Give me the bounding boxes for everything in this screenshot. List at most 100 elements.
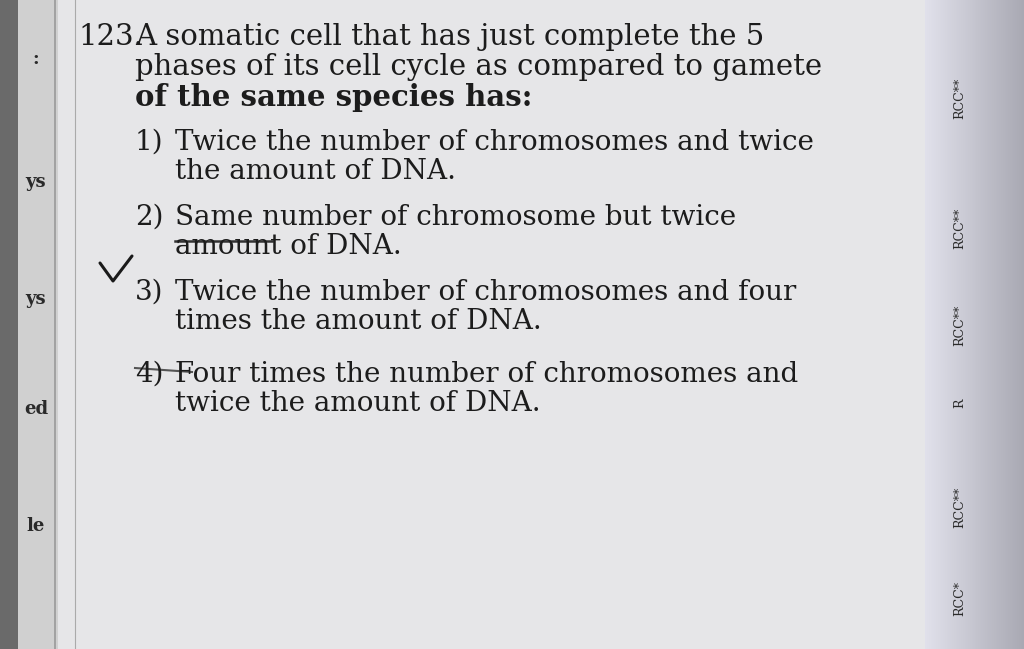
Bar <box>264 0 269 649</box>
Bar <box>611 0 617 649</box>
Bar <box>508 0 513 649</box>
Text: Same number of chromosome but twice: Same number of chromosome but twice <box>175 204 736 231</box>
Bar <box>355 0 360 649</box>
Bar <box>851 0 856 649</box>
Bar <box>974 0 976 649</box>
Bar <box>168 0 173 649</box>
Bar <box>290 0 295 649</box>
Bar <box>956 0 958 649</box>
Bar <box>681 0 687 649</box>
Bar <box>325 0 330 649</box>
Text: ed: ed <box>24 400 48 418</box>
Bar <box>516 0 521 649</box>
Bar <box>768 0 774 649</box>
Bar <box>364 0 370 649</box>
Text: RCC**: RCC** <box>953 208 967 249</box>
Text: the amount of DNA.: the amount of DNA. <box>175 158 456 185</box>
Text: times the amount of DNA.: times the amount of DNA. <box>175 308 542 335</box>
Bar <box>764 0 769 649</box>
Bar <box>112 0 117 649</box>
Bar <box>403 0 409 649</box>
Bar <box>916 0 922 649</box>
Bar <box>725 0 730 649</box>
Bar <box>524 0 530 649</box>
Bar <box>646 0 652 649</box>
Bar <box>971 0 973 649</box>
Bar <box>247 0 252 649</box>
Bar <box>721 0 726 649</box>
Bar <box>629 0 635 649</box>
Bar <box>137 0 143 649</box>
Text: R: R <box>953 398 967 408</box>
Bar <box>1002 0 1005 649</box>
Bar <box>944 0 946 649</box>
Bar <box>220 0 225 649</box>
Text: Four times the number of chromosomes and: Four times the number of chromosomes and <box>175 361 799 388</box>
Bar <box>520 0 525 649</box>
Bar <box>954 0 956 649</box>
Bar <box>377 0 382 649</box>
Bar <box>1016 0 1018 649</box>
Bar <box>386 0 391 649</box>
Bar <box>976 0 978 649</box>
Bar <box>102 0 109 649</box>
Bar <box>259 0 265 649</box>
Bar <box>268 0 273 649</box>
Bar <box>847 0 852 649</box>
Bar <box>421 0 426 649</box>
Bar <box>638 0 643 649</box>
Text: le: le <box>27 517 45 535</box>
Bar <box>398 0 404 649</box>
Bar <box>843 0 848 649</box>
Text: Twice the number of chromosomes and twice: Twice the number of chromosomes and twic… <box>175 129 814 156</box>
Bar <box>456 0 461 649</box>
Bar <box>868 0 873 649</box>
Bar <box>555 0 560 649</box>
Bar <box>495 0 500 649</box>
Bar <box>964 0 966 649</box>
Bar <box>962 0 964 649</box>
Bar <box>1012 0 1014 649</box>
Bar <box>185 0 190 649</box>
Bar <box>94 0 99 649</box>
Bar <box>282 0 287 649</box>
Bar <box>947 0 949 649</box>
Bar <box>941 0 943 649</box>
Bar <box>551 0 556 649</box>
Bar <box>996 0 998 649</box>
Bar <box>977 0 979 649</box>
Bar <box>791 0 796 649</box>
Bar <box>0 0 18 649</box>
Bar <box>286 0 291 649</box>
Bar <box>359 0 365 649</box>
Bar <box>568 0 573 649</box>
Bar <box>1017 0 1019 649</box>
Bar <box>994 0 996 649</box>
Text: 2): 2) <box>135 204 164 231</box>
Bar <box>460 0 465 649</box>
Bar <box>733 0 739 649</box>
Bar <box>621 0 626 649</box>
Bar <box>686 0 691 649</box>
Bar <box>968 0 970 649</box>
Bar <box>142 0 147 649</box>
Text: ys: ys <box>26 173 46 191</box>
Bar <box>351 0 356 649</box>
Text: RCC*: RCC* <box>953 580 967 615</box>
Bar <box>369 0 374 649</box>
Bar <box>146 0 152 649</box>
Bar <box>931 0 933 649</box>
Bar <box>953 0 955 649</box>
Text: of the same species has:: of the same species has: <box>135 83 532 112</box>
Bar <box>381 0 387 649</box>
Bar <box>1013 0 1015 649</box>
Bar <box>373 0 378 649</box>
Bar <box>307 0 312 649</box>
Bar <box>485 0 490 649</box>
Bar <box>703 0 709 649</box>
Bar <box>1005 0 1007 649</box>
Bar <box>951 0 953 649</box>
Bar <box>929 0 931 649</box>
Text: Twice the number of chromosomes and four: Twice the number of chromosomes and four <box>175 279 797 306</box>
Bar <box>503 0 508 649</box>
